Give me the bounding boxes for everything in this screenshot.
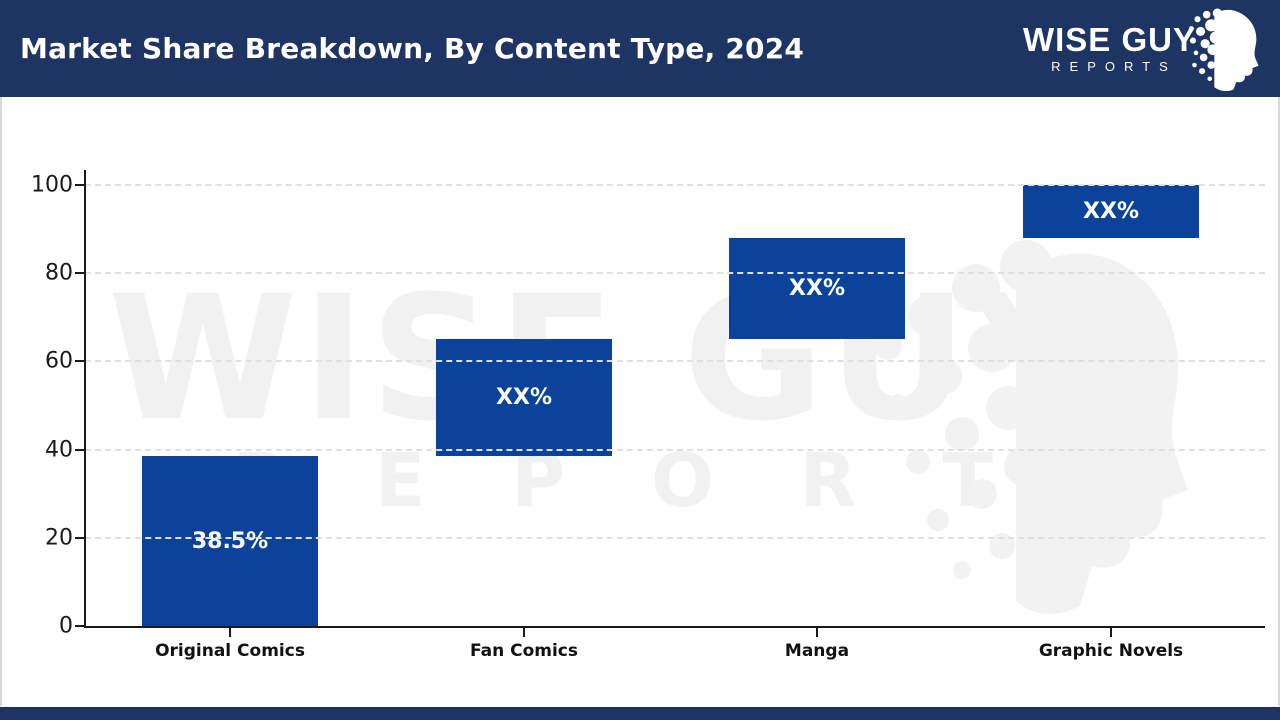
gridline-100: [85, 184, 1265, 186]
logo-head-dots-icon: [1189, 8, 1259, 91]
footer-band: [0, 707, 1280, 720]
y-tick-label-0: 0: [59, 613, 73, 639]
bar-value-label: XX%: [789, 276, 845, 302]
y-tick-label-40: 40: [45, 437, 73, 463]
bar-manga: XX%: [729, 237, 905, 340]
page-title: Market Share Breakdown, By Content Type,…: [20, 32, 805, 65]
bar-original-comics: 38.5%: [142, 456, 318, 626]
bar-value-label: XX%: [496, 385, 552, 411]
y-tick-label-60: 60: [45, 348, 73, 374]
header-band: Market Share Breakdown, By Content Type,…: [0, 0, 1280, 97]
y-tick-mark-80: [75, 272, 84, 275]
y-axis-spine: [84, 170, 86, 628]
bar-value-label: 38.5%: [191, 528, 269, 554]
x-tick-mark-original-comics: [229, 628, 231, 637]
y-tick-mark-0: [75, 625, 84, 627]
bar-graphic-novels: XX%: [1023, 185, 1199, 238]
y-tick-mark-100: [75, 184, 84, 186]
x-category-label-manga: Manga: [784, 641, 850, 661]
y-tick-label-100: 100: [31, 172, 73, 198]
gridline-40: [85, 448, 1265, 451]
x-category-label-fan-comics: Fan Comics: [469, 641, 578, 661]
x-tick-mark-fan-comics: [523, 628, 525, 637]
gridline-60: [85, 360, 1265, 363]
y-tick-mark-60: [75, 360, 84, 363]
y-tick-mark-20: [75, 536, 84, 539]
logo-text: WISE GUY REPORTS: [1023, 23, 1196, 74]
x-axis-spine: [84, 626, 1265, 628]
logo-subtitle: REPORTS: [1051, 59, 1177, 74]
gridline-80: [85, 272, 1265, 275]
wise-guy-reports-logo: WISE GUY REPORTS: [1023, 0, 1264, 97]
logo-wordmark: WISE GUY: [1022, 21, 1196, 58]
y-tick-label-20: 20: [45, 525, 73, 551]
y-tick-label-80: 80: [45, 260, 73, 286]
gridline-20: [85, 536, 1265, 539]
watermark-head-dots-icon: [874, 240, 1188, 614]
bar-fan-comics: XX%: [436, 339, 612, 457]
x-tick-mark-manga: [816, 628, 818, 637]
x-category-label-graphic-novels: Graphic Novels: [1038, 641, 1184, 661]
x-category-label-original-comics: Original Comics: [155, 641, 305, 661]
y-tick-mark-40: [75, 448, 84, 451]
x-tick-mark-graphic-novels: [1110, 628, 1112, 637]
bar-value-label: XX%: [1083, 198, 1139, 224]
